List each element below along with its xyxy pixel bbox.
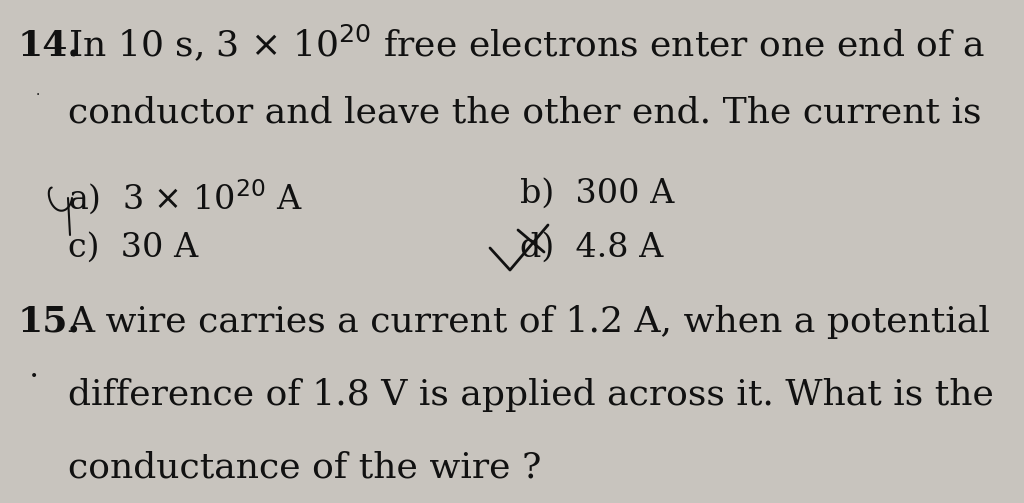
Text: ·: · [36, 88, 40, 102]
Text: a)  3 $\times$ 10$^{20}$ A: a) 3 $\times$ 10$^{20}$ A [68, 178, 303, 217]
Text: d)  4.8 A: d) 4.8 A [520, 232, 664, 264]
Text: c)  30 A: c) 30 A [68, 232, 199, 264]
Text: b)  300 A: b) 300 A [520, 178, 675, 210]
Text: difference of 1.8 V is applied across it. What is the: difference of 1.8 V is applied across it… [68, 378, 994, 412]
Text: •: • [30, 370, 38, 384]
Text: 15.: 15. [18, 305, 81, 339]
Text: 14.: 14. [18, 28, 81, 62]
Text: In 10 s, 3 $\times$ 10$^{20}$ free electrons enter one end of a: In 10 s, 3 $\times$ 10$^{20}$ free elect… [68, 22, 985, 63]
Text: conductance of the wire ?: conductance of the wire ? [68, 450, 542, 484]
Text: conductor and leave the other end. The current is: conductor and leave the other end. The c… [68, 95, 981, 129]
Text: A wire carries a current of 1.2 A, when a potential: A wire carries a current of 1.2 A, when … [68, 305, 990, 339]
